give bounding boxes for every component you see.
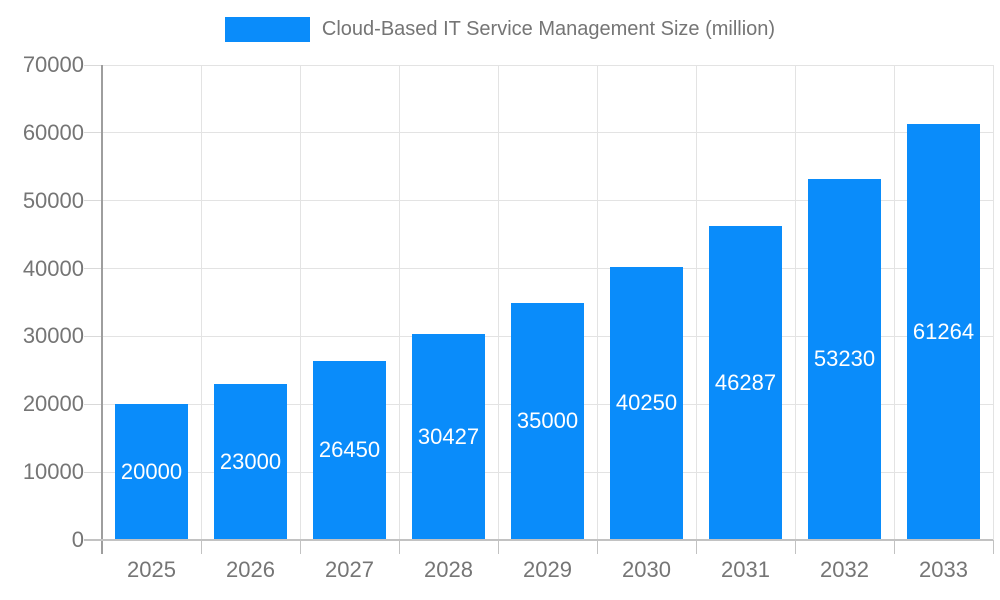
x-axis-tick (398, 540, 400, 554)
v-gridline (695, 65, 697, 540)
v-gridline (794, 65, 796, 540)
y-axis-label: 60000 (22, 119, 84, 145)
x-axis-tick (794, 540, 796, 554)
y-axis-line (100, 65, 103, 554)
x-axis-tick (695, 540, 697, 554)
x-axis-label: 2029 (523, 557, 572, 582)
bar-value-label: 46287 (714, 369, 777, 395)
bar-2027[interactable]: 26450 (313, 360, 386, 540)
x-axis-tick (497, 540, 499, 554)
bar-2025[interactable]: 20000 (115, 404, 188, 540)
legend[interactable]: Cloud-Based IT Service Management Size (… (0, 17, 1000, 42)
v-gridline (398, 65, 400, 540)
bar-2033[interactable]: 61264 (907, 124, 980, 540)
h-gridline (102, 200, 993, 202)
y-axis-label: 70000 (22, 52, 84, 77)
bar-2026[interactable]: 23000 (214, 383, 287, 540)
v-gridline (497, 65, 499, 540)
bar-value-label: 30427 (417, 423, 480, 449)
y-axis-tick (84, 471, 102, 473)
y-axis-label: 0 (71, 527, 84, 552)
bar-2028[interactable]: 30427 (412, 333, 485, 540)
y-axis-label: 20000 (22, 391, 84, 417)
bar-2029[interactable]: 35000 (511, 302, 584, 540)
x-axis-label: 2030 (622, 557, 671, 582)
v-gridline (893, 65, 895, 540)
bar-value-label: 23000 (219, 448, 282, 474)
x-axis-label: 2031 (721, 557, 770, 582)
bar-value-label: 20000 (120, 459, 183, 485)
y-axis-label: 40000 (22, 255, 84, 281)
y-axis-label: 50000 (22, 187, 84, 213)
h-gridline (102, 64, 993, 66)
y-axis-tick (84, 132, 102, 134)
x-axis-label: 2027 (325, 557, 374, 582)
bar-value-label: 35000 (516, 408, 579, 434)
y-axis-label: 10000 (22, 459, 84, 485)
x-axis-label: 2033 (919, 557, 968, 582)
y-axis-label: 30000 (22, 323, 84, 349)
bar-value-label: 53230 (813, 346, 876, 372)
v-gridline (596, 65, 598, 540)
x-axis-label: 2025 (127, 557, 176, 582)
x-axis-tick (299, 540, 301, 554)
x-axis-tick (992, 540, 994, 554)
h-gridline (102, 132, 993, 134)
v-gridline (200, 65, 202, 540)
bar-2032[interactable]: 53230 (808, 178, 881, 540)
y-axis-tick (84, 268, 102, 270)
legend-swatch (224, 17, 310, 42)
y-axis-tick (84, 200, 102, 202)
bar-2030[interactable]: 40250 (610, 266, 683, 540)
x-axis-label: 2032 (820, 557, 869, 582)
y-axis-tick (84, 335, 102, 337)
y-axis-tick (84, 64, 102, 66)
bar-value-label: 26450 (318, 437, 381, 463)
bar-2031[interactable]: 46287 (709, 225, 782, 540)
x-axis-line (84, 539, 993, 541)
legend-label: Cloud-Based IT Service Management Size (… (321, 18, 776, 40)
x-axis-label: 2026 (226, 557, 275, 582)
x-axis-tick (596, 540, 598, 554)
h-gridline (102, 268, 993, 270)
x-axis-label: 2028 (424, 557, 473, 582)
v-gridline (299, 65, 301, 540)
y-axis-tick (84, 403, 102, 405)
x-axis-tick (893, 540, 895, 554)
bar-value-label: 61264 (912, 319, 975, 345)
bar-value-label: 40250 (615, 390, 678, 416)
v-gridline (992, 65, 994, 540)
x-axis-tick (200, 540, 202, 554)
